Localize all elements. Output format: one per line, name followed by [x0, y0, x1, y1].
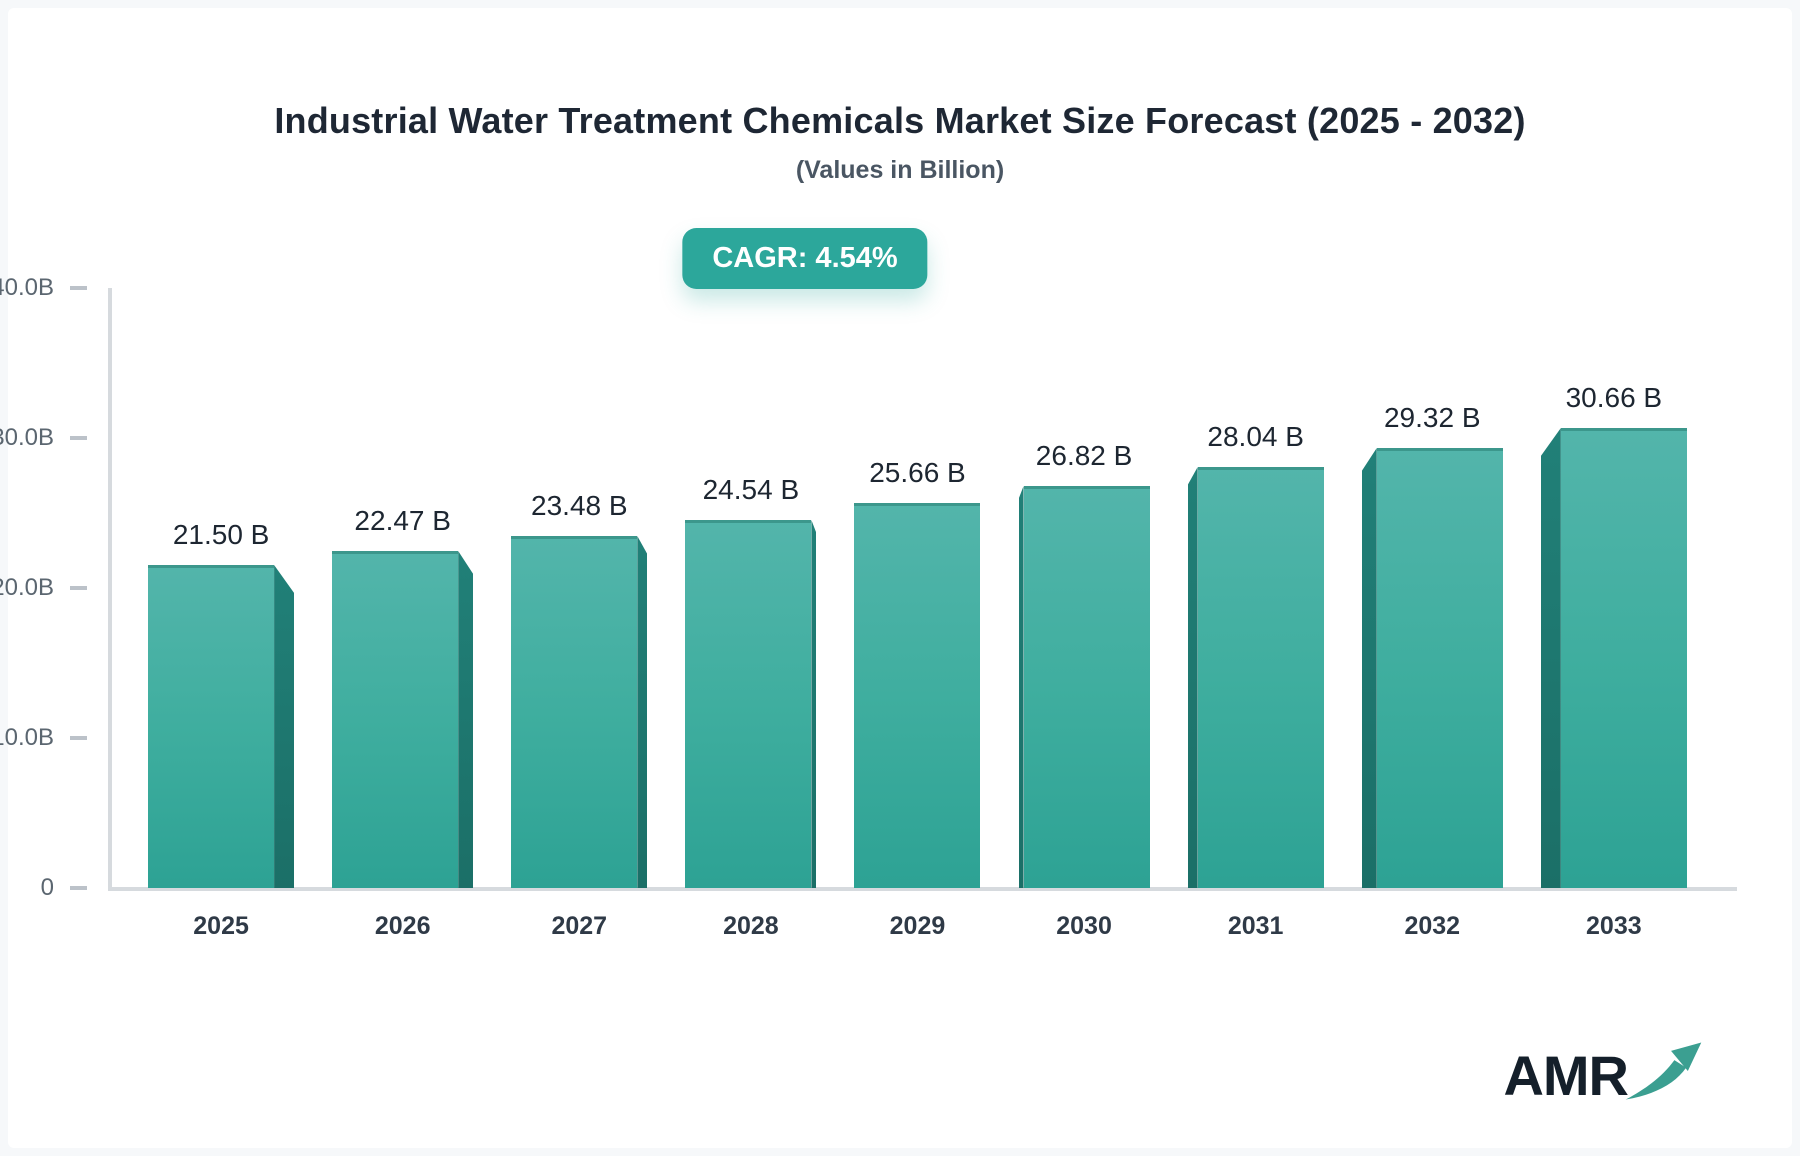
y-tick-label: 0 [40, 874, 54, 901]
bar-2027: 23.48 B 2027 [511, 490, 648, 940]
bar-3d-side [1361, 448, 1377, 888]
bar-3d-side [1018, 486, 1024, 888]
x-axis-label: 2031 [1227, 912, 1284, 940]
bar-value-label: 25.66 B [869, 457, 966, 488]
bar-value-label: 30.66 B [1565, 382, 1663, 413]
bar-face [685, 520, 812, 888]
bar-2025: 21.50 B 2025 [148, 519, 295, 940]
x-axis-label: 2025 [193, 912, 249, 940]
bar-3d-side [637, 536, 648, 888]
bar-value-label: 23.48 B [531, 490, 628, 521]
bar-value-label: 21.50 B [172, 519, 270, 550]
bar-face [148, 565, 275, 888]
y-tick-mark [70, 286, 87, 290]
bar-face [854, 503, 981, 888]
y-tick-mark [70, 736, 87, 740]
chart-card: Industrial Water Treatment Chemicals Mar… [0, 8, 1792, 1148]
bar-face [1560, 428, 1687, 888]
x-axis-label: 2029 [889, 912, 946, 940]
amr-logo: AMR [1503, 1041, 1708, 1108]
bar-2028: 24.54 B 2028 [685, 474, 817, 940]
x-axis-label: 2028 [723, 912, 779, 940]
bar-2030: 26.82 B 2030 [1018, 440, 1150, 940]
bar-value-label: 22.47 B [354, 505, 451, 536]
bar-3d-side [458, 551, 474, 888]
x-axis-line [108, 887, 1737, 891]
x-axis-label: 2026 [374, 912, 431, 940]
bar-2029: 25.66 B 2029 [854, 457, 981, 940]
y-axis-line [108, 288, 112, 890]
bar-face [1376, 448, 1503, 888]
bar-2032: 29.32 B 2032 [1361, 402, 1503, 940]
bar-3d-side [1540, 428, 1561, 888]
amr-logo-text: AMR [1503, 1044, 1629, 1107]
bar-3d-side [811, 520, 817, 888]
bar-2031: 28.04 B 2031 [1187, 421, 1324, 940]
chart-subtitle: (Values in Billion) [795, 156, 1005, 184]
y-tick-label: 20.0B [0, 574, 54, 601]
bar-value-label: 28.04 B [1207, 421, 1304, 452]
bar-face [332, 551, 459, 888]
bar-face [511, 536, 638, 888]
bar-2033: 30.66 B 2033 [1540, 382, 1687, 940]
bars-group: 21.50 B 2025 22.47 B 2026 23.48 B 2027 24.54 B… [110, 288, 1725, 940]
bar-face [1197, 467, 1324, 888]
y-tick-mark [70, 586, 87, 590]
bar-value-label: 24.54 B [702, 474, 800, 505]
x-axis-label: 2033 [1586, 912, 1642, 940]
y-tick-label: 40.0B [0, 274, 54, 301]
x-axis-label: 2027 [551, 912, 608, 940]
bar-value-label: 29.32 B [1383, 402, 1481, 433]
y-tick-mark [70, 436, 87, 440]
bar-3d-side [274, 565, 295, 888]
cagr-badge: CAGR: 4.54% [682, 228, 928, 289]
y-tick-mark [70, 886, 87, 890]
bar-value-label: 26.82 B [1035, 440, 1133, 471]
bar-face [1023, 486, 1150, 888]
bar-3d-side [1187, 467, 1198, 888]
bar-2026: 22.47 B 2026 [332, 505, 474, 940]
chart-title: Industrial Water Treatment Chemicals Mar… [274, 100, 1526, 141]
growth-arrow-icon [1625, 1041, 1702, 1100]
bar-chart-plot-area: 40.0B 30.0B 20.0B 10.0B 0 21.50 B 2025 22.47 B… [0, 274, 1737, 940]
x-axis-label: 2030 [1056, 912, 1112, 940]
x-axis-label: 2032 [1404, 912, 1461, 940]
y-tick-label: 10.0B [0, 724, 54, 751]
y-tick-label: 30.0B [0, 424, 54, 451]
